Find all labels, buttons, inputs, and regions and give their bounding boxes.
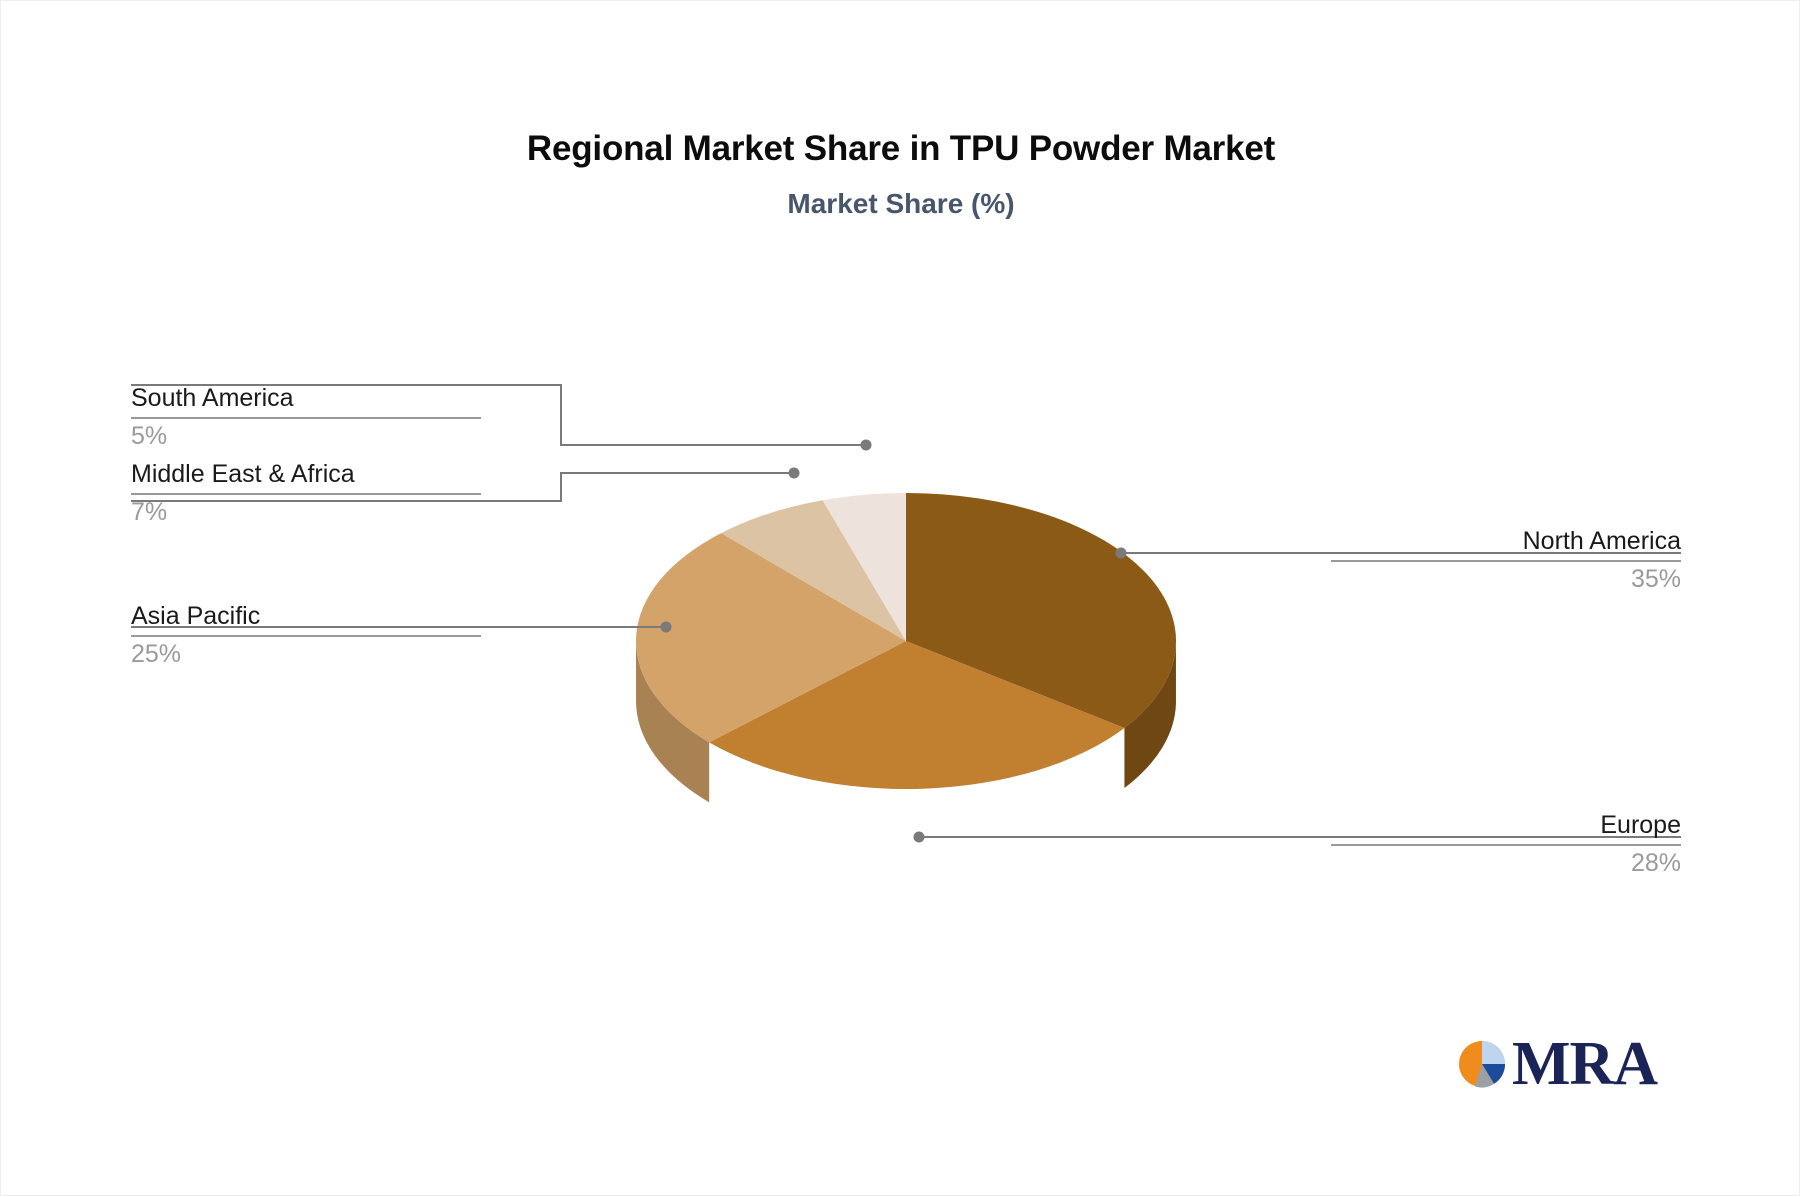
leader-south-america: [131, 384, 866, 446]
callout-rule-asia-pacific: [131, 635, 481, 637]
callout-label-south-america: South America: [131, 384, 294, 412]
leader-dot-asia-pacific: [660, 621, 672, 633]
callout-asia-pacific[interactable]: Asia Pacific 25%: [131, 601, 481, 669]
pie-slice-south-america[interactable]: [822, 493, 906, 641]
leader-dots: [660, 439, 1127, 843]
callout-middle-east-africa[interactable]: Middle East & Africa 7%: [131, 459, 481, 527]
callout-rule-middle-east-africa: [131, 493, 481, 495]
pie-slice-europe[interactable]: [709, 641, 1125, 789]
callout-label-europe: Europe: [1600, 811, 1681, 839]
leader-dot-south-america: [860, 439, 872, 451]
pie-slice-middle-east-africa[interactable]: [721, 500, 906, 641]
pie-slice-asia-pacific[interactable]: [636, 533, 906, 743]
mra-logo[interactable]: MRA: [1456, 1030, 1658, 1098]
leader-dot-middle-east-africa: [788, 467, 800, 479]
logo-wordmark: MRA: [1512, 1030, 1658, 1098]
chart-title: Regional Market Share in TPU Powder Mark…: [526, 129, 1276, 168]
leader-middle-east-africa: [131, 472, 794, 502]
callout-label-asia-pacific: Asia Pacific: [131, 602, 261, 630]
pie-side-asia-pacific: [635, 638, 710, 803]
callout-value-north-america: 35%: [1630, 565, 1681, 593]
callout-label-middle-east-africa: Middle East & Africa: [131, 460, 355, 488]
leader-dot-north-america: [1115, 547, 1127, 559]
callout-rule-europe: [1331, 844, 1681, 846]
callout-label-north-america: North America: [1522, 527, 1681, 555]
callout-north-america[interactable]: North America 35%: [1331, 526, 1681, 594]
callout-south-america[interactable]: South America 5%: [131, 383, 481, 451]
callout-value-europe: 28%: [1630, 849, 1681, 877]
callout-value-middle-east-africa: 7%: [131, 498, 168, 526]
callout-rule-north-america: [1331, 560, 1681, 562]
pie-side-north-america: [1124, 643, 1176, 788]
callout-value-asia-pacific: 25%: [131, 640, 182, 668]
pie-top-faces: [636, 493, 1176, 789]
pie-chart-icon: [1459, 1041, 1506, 1088]
leader-lines: [131, 384, 1681, 838]
pie-3d-base: [635, 638, 1176, 803]
callout-europe[interactable]: Europe 28%: [1331, 810, 1681, 878]
leader-dot-europe: [913, 831, 925, 843]
callout-rule-south-america: [131, 417, 481, 419]
chart-subtitle: Market Share (%): [787, 188, 1015, 219]
pie-slice-north-america[interactable]: [906, 493, 1176, 728]
callout-value-south-america: 5%: [131, 422, 168, 450]
